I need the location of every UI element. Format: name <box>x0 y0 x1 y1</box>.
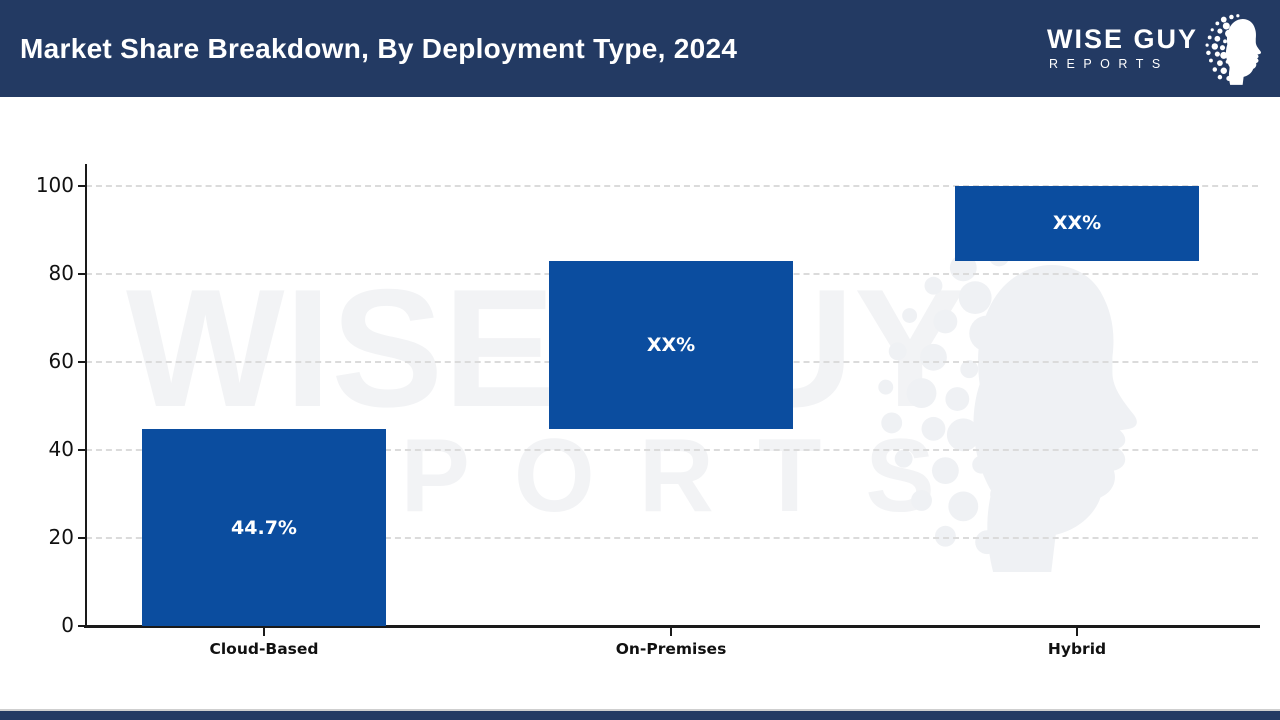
bar-value-label: XX% <box>1052 212 1102 235</box>
x-category-label-cloud-based: Cloud-Based <box>209 640 319 658</box>
y-axis-tick <box>78 449 86 451</box>
bar-value-label: XX% <box>646 334 696 357</box>
bar-hybrid: XX% <box>955 186 1199 261</box>
y-axis-tick-label: 40 <box>48 437 74 461</box>
bar-on-premises: XX% <box>549 260 793 430</box>
y-axis-tick-label: 20 <box>48 525 74 549</box>
y-axis-tick <box>78 625 86 627</box>
gridline-100 <box>86 185 1258 187</box>
x-category-label-hybrid: Hybrid <box>1047 640 1107 658</box>
wiseguy-logo: WISE GUY REPORTS <box>1047 12 1266 86</box>
y-axis-tick-label: 0 <box>61 613 74 637</box>
bar-value-label: 44.7% <box>231 516 297 539</box>
y-axis-tick-label: 60 <box>48 349 74 373</box>
x-axis-tick <box>670 628 672 636</box>
x-axis-tick <box>1076 628 1078 636</box>
y-axis-tick <box>78 273 86 275</box>
y-axis-tick <box>78 537 86 539</box>
footer-bar <box>0 709 1280 720</box>
gridline-20 <box>86 537 1258 539</box>
y-axis-tick-label: 100 <box>35 173 74 197</box>
page-title: Market Share Breakdown, By Deployment Ty… <box>20 32 738 64</box>
bar-cloud-based: 44.7% <box>142 429 386 626</box>
x-category-label-on-premises: On-Premises <box>615 640 727 658</box>
x-axis-line <box>84 625 1260 628</box>
y-axis-line <box>85 164 87 627</box>
logo-text: WISE GUY REPORTS <box>1047 26 1198 71</box>
y-axis-tick <box>78 185 86 187</box>
y-axis-tick <box>78 361 86 363</box>
gridline-40 <box>86 449 1258 451</box>
y-axis-tick-label: 80 <box>48 261 74 285</box>
logo-subtext: REPORTS <box>1048 57 1169 72</box>
x-axis-tick <box>263 628 265 636</box>
header: Market Share Breakdown, By Deployment Ty… <box>0 0 1280 97</box>
wiseguy-head-icon <box>1202 12 1266 86</box>
logo-wordmark: WISE GUY <box>1046 24 1198 55</box>
